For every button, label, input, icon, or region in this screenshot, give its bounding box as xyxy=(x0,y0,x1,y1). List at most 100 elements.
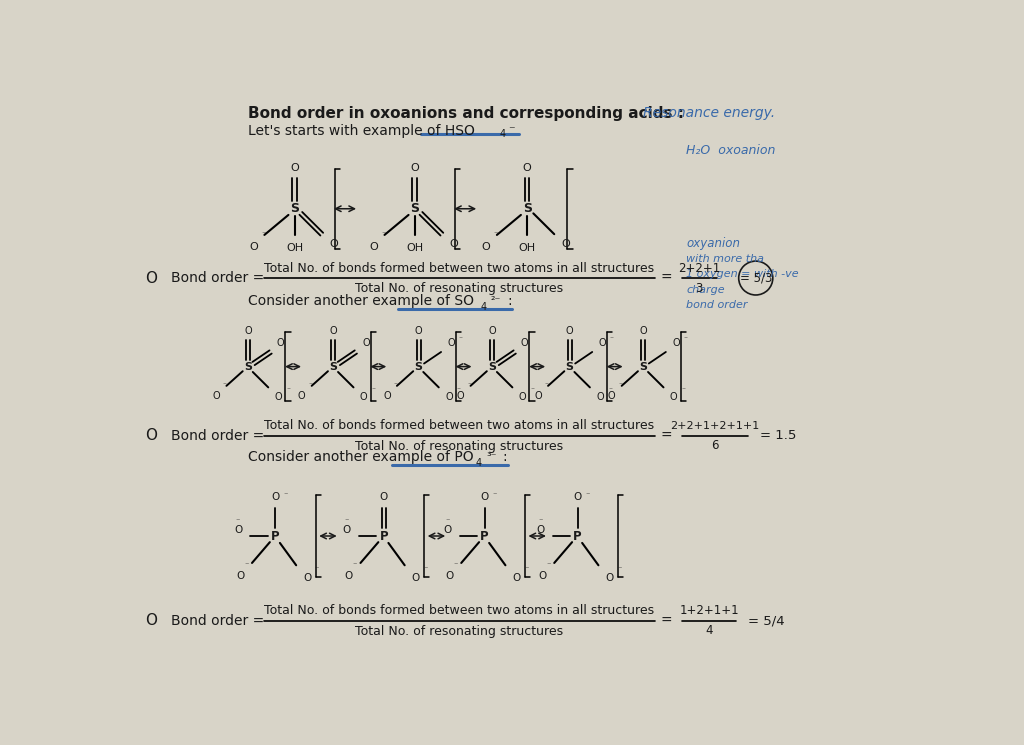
Text: ⁻: ⁻ xyxy=(353,561,357,570)
Text: charge: charge xyxy=(686,285,725,294)
Text: Bond order in oxoanions and corresponding acids :: Bond order in oxoanions and correspondin… xyxy=(248,107,684,121)
Text: ⁻: ⁻ xyxy=(459,335,463,343)
Text: H₂O  oxoanion: H₂O oxoanion xyxy=(686,145,775,157)
Text: ⁻: ⁻ xyxy=(493,490,497,499)
Text: O: O xyxy=(303,574,311,583)
Text: O: O xyxy=(290,163,299,173)
Text: 4: 4 xyxy=(500,130,506,139)
Text: 2+2+1+2+1+1: 2+2+1+2+1+1 xyxy=(670,421,760,431)
Text: S: S xyxy=(330,361,337,372)
Text: S: S xyxy=(488,361,497,372)
Text: O: O xyxy=(362,338,370,349)
Text: Bond order =: Bond order = xyxy=(171,614,264,628)
Text: Consider another example of PO: Consider another example of PO xyxy=(248,451,474,464)
Text: ⁻: ⁻ xyxy=(524,565,528,574)
Text: ⁻: ⁻ xyxy=(530,385,535,394)
Text: O: O xyxy=(370,242,378,253)
Text: O: O xyxy=(443,524,452,535)
Text: O: O xyxy=(561,239,570,249)
Text: ⁻: ⁻ xyxy=(423,565,428,574)
Text: O: O xyxy=(672,338,680,349)
Text: O: O xyxy=(359,393,368,402)
Text: O: O xyxy=(383,391,391,401)
Text: O: O xyxy=(330,326,337,336)
Text: ⁻: ⁻ xyxy=(261,229,266,238)
Text: O: O xyxy=(573,492,582,502)
Text: O: O xyxy=(519,393,526,402)
Text: OH: OH xyxy=(407,243,423,253)
Text: Resonance energy.: Resonance energy. xyxy=(643,107,775,121)
Text: ⁻: ⁻ xyxy=(382,229,386,238)
Text: ⁻: ⁻ xyxy=(586,490,590,499)
Text: O: O xyxy=(512,574,520,583)
Text: = 5/4: = 5/4 xyxy=(748,614,784,627)
Text: S: S xyxy=(411,202,419,215)
Text: ⁻: ⁻ xyxy=(454,561,458,570)
Text: O: O xyxy=(640,326,647,336)
Text: bond order: bond order xyxy=(686,300,748,310)
Text: S: S xyxy=(565,361,573,372)
Text: 2+2+1: 2+2+1 xyxy=(678,261,720,275)
Text: ⁻: ⁻ xyxy=(284,490,288,499)
Text: :: : xyxy=(503,451,507,464)
Text: with more tha: with more tha xyxy=(686,254,764,264)
Text: ⁻: ⁻ xyxy=(494,229,499,238)
Text: O: O xyxy=(276,338,285,349)
Text: OH: OH xyxy=(286,243,303,253)
Text: ⁻: ⁻ xyxy=(608,385,612,394)
Text: ⁻: ⁻ xyxy=(372,385,376,394)
Text: O: O xyxy=(598,338,606,349)
Text: 1+2+1+1: 1+2+1+1 xyxy=(680,604,739,617)
Text: O: O xyxy=(447,338,455,349)
Text: ⁻: ⁻ xyxy=(236,516,241,525)
Text: ⁻: ⁻ xyxy=(457,385,461,394)
Text: O: O xyxy=(274,393,283,402)
Text: OH: OH xyxy=(518,243,536,253)
Text: Total No. of resonating structures: Total No. of resonating structures xyxy=(355,440,563,453)
Text: ⁻: ⁻ xyxy=(683,335,687,343)
Text: oxyanion: oxyanion xyxy=(686,237,740,250)
Text: Total No. of resonating structures: Total No. of resonating structures xyxy=(355,282,563,295)
Text: O: O xyxy=(537,524,545,535)
Text: ⁻: ⁻ xyxy=(609,335,613,343)
Text: ⁻: ⁻ xyxy=(315,565,319,574)
Text: O: O xyxy=(412,574,420,583)
Text: Bond order =: Bond order = xyxy=(171,271,264,285)
Text: Consider another example of SO: Consider another example of SO xyxy=(248,294,474,308)
Text: Bond order =: Bond order = xyxy=(171,429,264,443)
Text: O: O xyxy=(670,393,678,402)
Text: O: O xyxy=(522,163,531,173)
Text: O: O xyxy=(342,524,350,535)
Text: O: O xyxy=(249,242,258,253)
Text: =: = xyxy=(660,614,673,628)
Text: ⁻: ⁻ xyxy=(223,381,227,390)
Text: P: P xyxy=(480,530,488,542)
Text: O: O xyxy=(488,326,496,336)
Text: O: O xyxy=(145,613,158,628)
Text: = 5/3: = 5/3 xyxy=(739,271,772,285)
Text: O: O xyxy=(445,571,454,581)
Text: ⁻: ⁻ xyxy=(618,381,623,390)
Text: O: O xyxy=(145,270,158,285)
Text: S: S xyxy=(244,361,252,372)
Text: O: O xyxy=(380,492,388,502)
Text: 4: 4 xyxy=(475,458,481,468)
Text: O: O xyxy=(213,391,220,401)
Text: Total No. of bonds formed between two atoms in all structures: Total No. of bonds formed between two at… xyxy=(264,419,654,432)
Text: O: O xyxy=(450,239,458,249)
Text: ⁻: ⁻ xyxy=(682,385,686,394)
Text: O: O xyxy=(411,163,419,173)
Text: P: P xyxy=(573,530,582,542)
Text: S: S xyxy=(522,202,531,215)
Text: 1 oxygen = with -ve: 1 oxygen = with -ve xyxy=(686,269,799,279)
Text: O: O xyxy=(298,391,305,401)
Text: ⁻: ⁻ xyxy=(308,381,312,390)
Text: O: O xyxy=(345,571,353,581)
Text: O: O xyxy=(457,391,464,401)
Text: S: S xyxy=(290,202,299,215)
Text: ⁻: ⁻ xyxy=(467,381,471,390)
Text: Total No. of bonds formed between two atoms in all structures: Total No. of bonds formed between two at… xyxy=(264,261,654,275)
Text: ⁻: ⁻ xyxy=(545,381,549,390)
Text: O: O xyxy=(605,574,613,583)
Text: P: P xyxy=(380,530,388,542)
